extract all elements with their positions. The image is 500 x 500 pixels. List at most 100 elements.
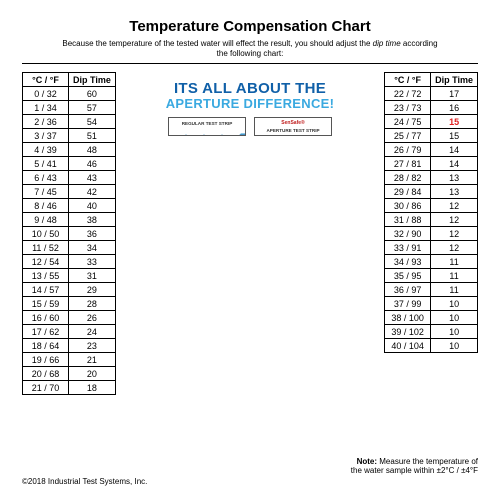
cell-dt: 17 [431, 87, 478, 101]
cell-dt: 15 [431, 115, 478, 129]
strip-body-regular [169, 132, 245, 135]
table-row: 13 / 5531 [23, 269, 116, 283]
cell-cf: 13 / 55 [23, 269, 69, 283]
cell-dt: 10 [431, 339, 478, 353]
cell-cf: 20 / 68 [23, 367, 69, 381]
cell-dt: 24 [69, 325, 116, 339]
cell-cf: 23 / 73 [385, 101, 431, 115]
cell-cf: 18 / 64 [23, 339, 69, 353]
strip-label-aperture-text: APERTURE TEST STRIP [266, 128, 319, 133]
table-row: 15 / 5928 [23, 297, 116, 311]
cell-dt: 12 [431, 199, 478, 213]
cell-dt: 60 [69, 87, 116, 101]
brand-name: SenSafe® [257, 121, 329, 127]
table-row: 37 / 9910 [385, 297, 478, 311]
col-header-cf: °C / °F [23, 73, 69, 87]
cell-dt: 16 [431, 101, 478, 115]
cell-cf: 26 / 79 [385, 143, 431, 157]
table-row: 31 / 8812 [385, 213, 478, 227]
cell-dt: 28 [69, 297, 116, 311]
table-row: 26 / 7914 [385, 143, 478, 157]
cell-dt: 46 [69, 157, 116, 171]
cell-cf: 35 / 95 [385, 269, 431, 283]
cell-cf: 22 / 72 [385, 87, 431, 101]
cell-cf: 28 / 82 [385, 171, 431, 185]
cell-dt: 14 [431, 157, 478, 171]
cell-dt: 14 [431, 143, 478, 157]
table-row: 7 / 4542 [23, 185, 116, 199]
cell-cf: 12 / 54 [23, 255, 69, 269]
cell-cf: 1 / 34 [23, 101, 69, 115]
cell-dt: 10 [431, 325, 478, 339]
table-row: 38 / 10010 [385, 311, 478, 325]
cell-cf: 9 / 48 [23, 213, 69, 227]
divider-line [22, 63, 478, 64]
cell-cf: 37 / 99 [385, 297, 431, 311]
cell-cf: 17 / 62 [23, 325, 69, 339]
cell-cf: 38 / 100 [385, 311, 431, 325]
table-row: 32 / 9012 [385, 227, 478, 241]
table-row: 29 / 8413 [385, 185, 478, 199]
table-row: 22 / 7217 [385, 87, 478, 101]
table-row: 11 / 5234 [23, 241, 116, 255]
cell-dt: 54 [69, 115, 116, 129]
cell-dt: 43 [69, 171, 116, 185]
table-row: 20 / 6820 [23, 367, 116, 381]
water-graphic [169, 133, 245, 134]
cell-cf: 8 / 46 [23, 199, 69, 213]
cell-cf: 39 / 102 [385, 325, 431, 339]
strip-cards: REGULAR TEST STRIP SenSafe® APERTURE TES… [124, 117, 376, 136]
cell-cf: 21 / 70 [23, 381, 69, 395]
cell-dt: 21 [69, 353, 116, 367]
table-row: 5 / 4146 [23, 157, 116, 171]
center-panel: ITS ALL ABOUT THE APERTURE DIFFERENCE! R… [122, 72, 378, 136]
cell-dt: 11 [431, 255, 478, 269]
cell-dt: 26 [69, 311, 116, 325]
table-row: 28 / 8213 [385, 171, 478, 185]
cell-dt: 18 [69, 381, 116, 395]
cell-cf: 31 / 88 [385, 213, 431, 227]
cell-dt: 10 [431, 297, 478, 311]
cell-dt: 12 [431, 241, 478, 255]
cell-cf: 25 / 77 [385, 129, 431, 143]
cell-cf: 14 / 57 [23, 283, 69, 297]
cell-dt: 40 [69, 199, 116, 213]
table-row: 6 / 4343 [23, 171, 116, 185]
cell-cf: 2 / 36 [23, 115, 69, 129]
cell-dt: 12 [431, 213, 478, 227]
strip-card-aperture: SenSafe® APERTURE TEST STRIP [254, 117, 332, 136]
footer-note: Note: Measure the temperature of the wat… [351, 457, 478, 476]
cell-dt: 13 [431, 171, 478, 185]
subtitle-part1: Because the temperature of the tested wa… [62, 39, 372, 48]
table-row: 9 / 4838 [23, 213, 116, 227]
table-row: 2 / 3654 [23, 115, 116, 129]
cell-cf: 15 / 59 [23, 297, 69, 311]
table-row: 0 / 3260 [23, 87, 116, 101]
table-row: 30 / 8612 [385, 199, 478, 213]
cell-cf: 19 / 66 [23, 353, 69, 367]
cell-cf: 33 / 91 [385, 241, 431, 255]
table-row: 18 / 6423 [23, 339, 116, 353]
table-row: 12 / 5433 [23, 255, 116, 269]
table-row: 14 / 5729 [23, 283, 116, 297]
col-header-cf: °C / °F [385, 73, 431, 87]
cell-cf: 30 / 86 [385, 199, 431, 213]
table-row: 40 / 10410 [385, 339, 478, 353]
cell-dt: 33 [69, 255, 116, 269]
cell-cf: 24 / 75 [385, 115, 431, 129]
cell-dt: 36 [69, 227, 116, 241]
table-row: 35 / 9511 [385, 269, 478, 283]
cell-dt: 38 [69, 213, 116, 227]
cell-cf: 29 / 84 [385, 185, 431, 199]
table-row: 10 / 5036 [23, 227, 116, 241]
cell-cf: 36 / 97 [385, 283, 431, 297]
table-row: 39 / 10210 [385, 325, 478, 339]
cell-dt: 12 [431, 227, 478, 241]
cell-cf: 32 / 90 [385, 227, 431, 241]
table-row: 19 / 6621 [23, 353, 116, 367]
cell-dt: 57 [69, 101, 116, 115]
table-row: 4 / 3948 [23, 143, 116, 157]
cell-cf: 4 / 39 [23, 143, 69, 157]
cell-cf: 10 / 50 [23, 227, 69, 241]
cell-cf: 3 / 37 [23, 129, 69, 143]
